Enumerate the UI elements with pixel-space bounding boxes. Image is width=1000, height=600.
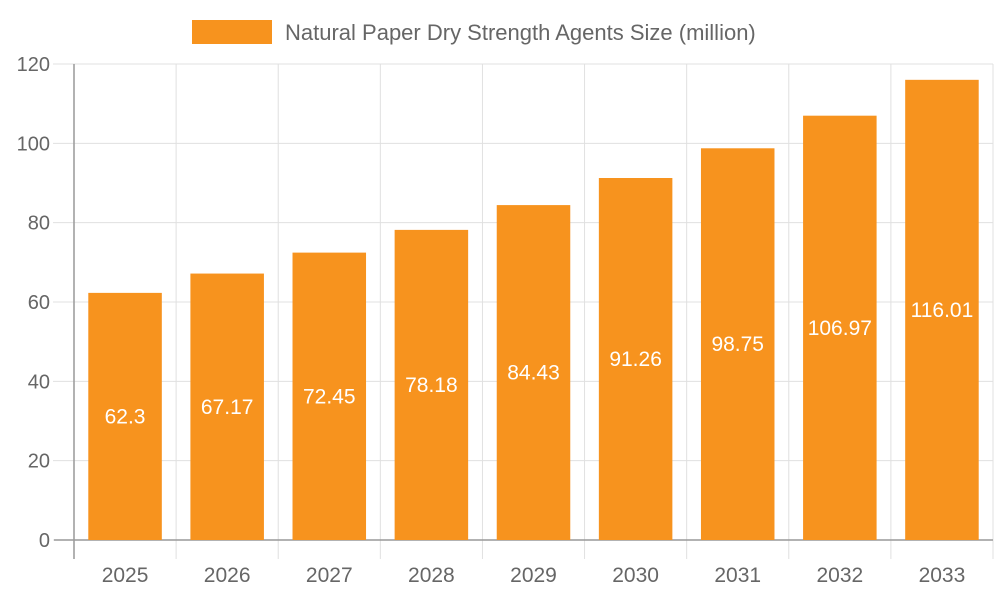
legend-label: Natural Paper Dry Strength Agents Size (…	[285, 20, 756, 45]
bar	[88, 292, 162, 540]
y-tick-label: 60	[28, 292, 50, 314]
x-tick-label: 2026	[204, 564, 251, 587]
y-tick-label: 40	[28, 371, 50, 393]
data-label: 106.97	[808, 317, 872, 340]
data-label: 91.26	[609, 348, 662, 371]
x-tick-label: 2031	[714, 564, 761, 587]
x-tick-label: 2028	[408, 564, 455, 587]
x-tick-label: 2029	[510, 564, 557, 587]
bar	[496, 205, 571, 540]
data-label: 98.75	[711, 333, 764, 356]
y-tick-label: 100	[17, 133, 50, 155]
bar	[905, 79, 979, 541]
data-label: 116.01	[911, 299, 974, 322]
data-label: 62.3	[105, 405, 146, 428]
x-tick-label: 2027	[306, 564, 353, 587]
y-tick-label: 20	[28, 451, 50, 473]
y-tick-label: 120	[17, 54, 50, 76]
bar	[292, 252, 367, 541]
data-label: 72.45	[303, 385, 356, 408]
y-tick-label: 0	[39, 530, 50, 552]
x-tick-label: 2033	[919, 564, 966, 587]
data-label: 67.17	[201, 396, 254, 419]
y-tick-label: 80	[28, 213, 50, 235]
bar	[394, 229, 469, 541]
bar	[598, 178, 673, 540]
legend-swatch	[192, 20, 272, 44]
bar	[190, 273, 264, 540]
bar	[700, 148, 775, 540]
x-tick-label: 2025	[102, 564, 149, 587]
data-label: 84.43	[507, 362, 560, 385]
data-label: 78.18	[405, 374, 458, 397]
x-tick-label: 2032	[816, 564, 863, 587]
x-tick-label: 2030	[612, 564, 659, 587]
bar	[803, 115, 877, 540]
